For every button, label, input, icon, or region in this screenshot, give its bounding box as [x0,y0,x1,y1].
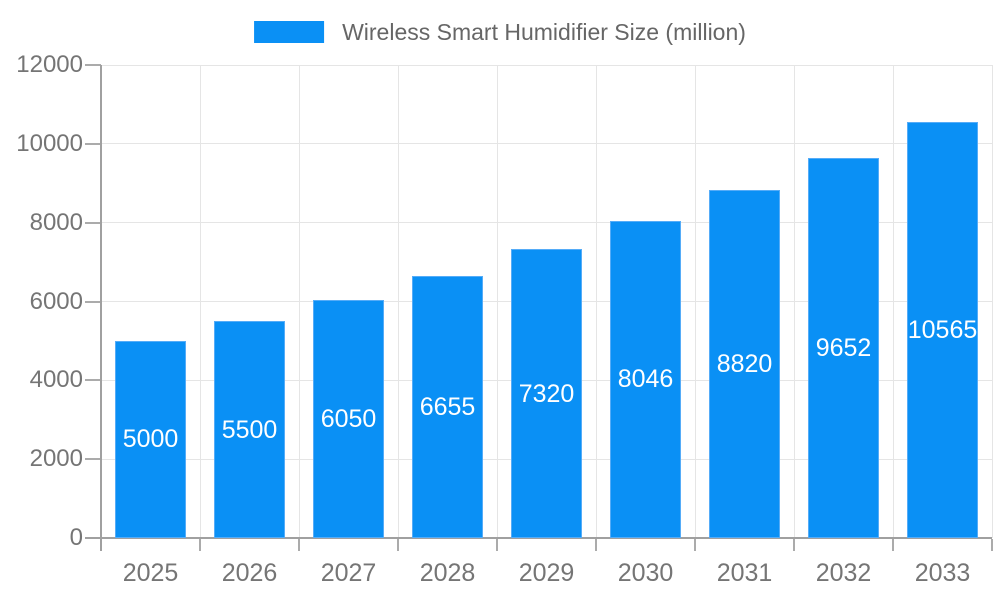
y-axis-tick [85,300,101,303]
x-axis-tick [298,539,300,551]
bar [214,321,285,538]
bar-value-label: 5000 [122,425,179,454]
bar [709,190,780,538]
bar [808,157,879,538]
x-axis-tick-label: 2031 [716,559,773,587]
gridline-vertical [397,65,399,538]
bar-value-label: 8820 [716,350,773,379]
x-axis-tick [199,539,201,551]
bar-value-label: 5500 [221,415,278,444]
x-axis-tick-label: 2033 [914,559,971,587]
y-axis-line [100,65,102,551]
y-axis-tick [85,142,101,145]
bar-value-label: 7320 [518,379,575,408]
bar-value-label: 8046 [617,365,674,394]
y-axis-tick [85,64,101,66]
gridline-horizontal [101,64,992,66]
bar [511,249,582,538]
y-axis-tick-label: 12000 [16,51,83,78]
y-axis-tick [85,458,101,461]
bar [907,121,978,538]
bar [115,340,186,538]
x-axis-tick [496,539,498,551]
gridline-vertical [694,65,696,538]
y-axis-tick-label: 8000 [29,208,83,236]
x-axis-tick-label: 2029 [518,559,575,587]
x-axis-tick [397,539,399,551]
gridline-vertical [991,65,993,538]
y-axis-tick-label: 4000 [29,366,83,394]
gridline-vertical [892,65,894,538]
y-axis-tick-label: 0 [69,524,83,551]
bar-value-label: 10565 [907,315,978,344]
y-axis-tick [85,221,101,224]
x-axis-line [85,537,992,539]
x-axis-tick [793,539,795,551]
chart-legend: Wireless Smart Humidifier Size (million) [254,20,746,44]
x-axis-tick [892,539,894,551]
y-axis-tick-label: 6000 [29,287,83,315]
x-axis-tick-label: 2027 [320,559,377,587]
x-axis-tick [694,539,696,551]
gridline-vertical [496,65,498,538]
gridline-vertical [793,65,795,538]
bar [313,299,384,538]
bar [610,220,681,538]
x-axis-tick [991,539,993,551]
bar [412,275,483,538]
x-axis-tick-label: 2028 [419,559,476,587]
x-axis-tick-label: 2025 [122,559,179,587]
bar-value-label: 6050 [320,404,377,433]
x-axis-tick [595,539,597,551]
legend-swatch [254,21,325,43]
gridline-horizontal [101,222,992,224]
gridline-vertical [199,65,201,538]
y-axis-tick-label: 2000 [29,445,83,473]
gridline-vertical [298,65,300,538]
legend-label: Wireless Smart Humidifier Size (million) [342,19,746,45]
x-axis-tick-label: 2026 [221,559,278,587]
x-axis-tick-label: 2030 [617,559,674,587]
y-axis-tick-label: 10000 [16,129,83,157]
y-axis-tick [85,379,101,382]
gridline-vertical [595,65,597,538]
x-axis-tick-label: 2032 [815,559,872,587]
bar-value-label: 6655 [419,392,476,421]
gridline-horizontal [101,143,992,145]
bar-value-label: 9652 [815,333,872,362]
